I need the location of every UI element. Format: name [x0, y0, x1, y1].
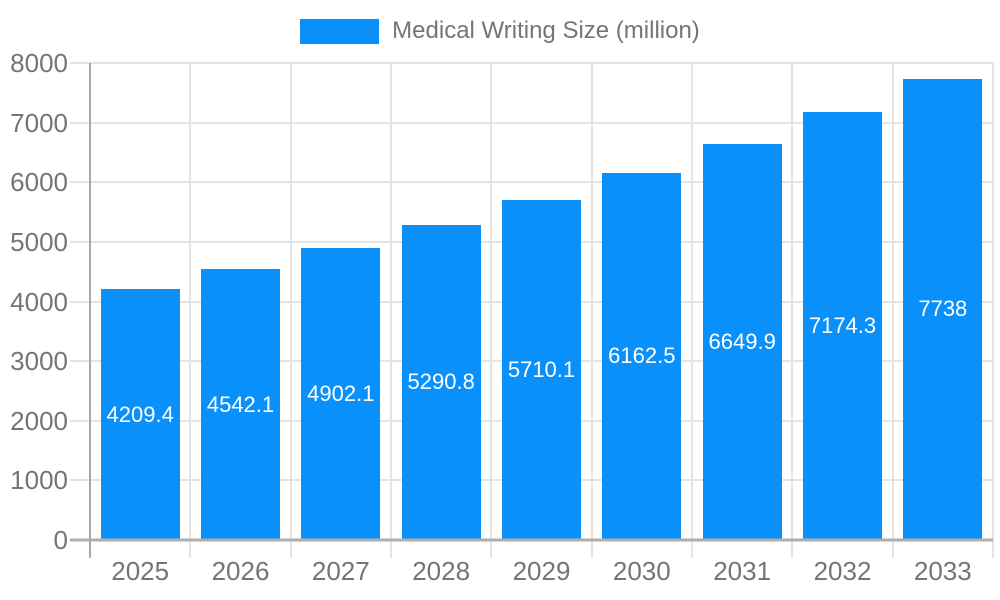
h-gridline [70, 181, 993, 184]
bar-2031[interactable]: 6649.9 [702, 143, 782, 540]
bar-value-label: 7174.3 [808, 313, 877, 339]
y-axis-labels: 0 1000 2000 3000 4000 5000 6000 7000 8000 [0, 50, 68, 553]
bar-value-label: 4542.1 [206, 391, 275, 417]
bar-2033[interactable]: 7738 [903, 78, 983, 540]
bar-value-label: 4209.4 [106, 401, 174, 427]
y-tick-label: 3000 [10, 346, 68, 377]
x-tick-label: 2032 [813, 556, 872, 586]
bar-2032[interactable]: 7174.3 [803, 112, 882, 540]
v-gridline [389, 63, 392, 558]
x-tick-label: 2033 [913, 556, 972, 586]
h-gridline [70, 62, 993, 64]
bar-2025[interactable]: 4209.4 [100, 289, 180, 540]
y-tick-label: 5000 [10, 226, 68, 257]
plot-area: 4209.4 4542.1 4902.1 5290.8 5710.1 6162.5 6649… [70, 62, 994, 558]
v-gridline [289, 63, 292, 558]
v-gridline [590, 63, 593, 558]
bar-2029[interactable]: 5710.1 [502, 199, 581, 540]
v-gridline [189, 63, 192, 558]
bar-value-label: 6162.5 [608, 343, 676, 369]
bar-2026[interactable]: 4542.1 [201, 269, 280, 540]
v-gridline [791, 63, 794, 558]
x-tick-label: 2027 [311, 556, 370, 586]
y-axis-line [89, 63, 91, 558]
y-tick-label: 0 [53, 525, 68, 555]
v-gridline [490, 63, 493, 558]
y-tick-label: 4000 [10, 286, 68, 317]
y-tick-label: 1000 [10, 465, 68, 496]
bar-value-label: 5290.8 [407, 369, 475, 395]
y-tick-label: 2000 [10, 405, 68, 436]
bar-value-label: 6649.9 [708, 328, 776, 354]
v-gridline [992, 63, 994, 558]
v-gridline [891, 63, 894, 558]
legend-swatch [300, 18, 380, 44]
y-tick-label: 7000 [10, 107, 68, 138]
y-tick-label: 8000 [10, 48, 68, 78]
bar-value-label: 5710.1 [507, 356, 576, 382]
x-tick-label: 2031 [713, 556, 772, 586]
bar-value-label: 4902.1 [307, 380, 375, 406]
x-tick-label: 2030 [612, 556, 671, 586]
bar-value-label: 7738 [918, 296, 968, 322]
y-tick-label: 6000 [10, 167, 68, 198]
bar-2030[interactable]: 6162.5 [602, 172, 682, 540]
x-axis-baseline [70, 538, 993, 542]
legend[interactable]: Medical Writing Size (million) [0, 17, 1000, 45]
legend-label: Medical Writing Size (million) [392, 17, 700, 44]
x-tick-label: 2025 [111, 556, 170, 586]
bar-2028[interactable]: 5290.8 [401, 224, 481, 540]
x-tick-label: 2028 [412, 556, 471, 586]
h-gridline [70, 121, 993, 124]
x-tick-label: 2026 [211, 556, 270, 586]
x-tick-label: 2029 [512, 556, 571, 586]
v-gridline [690, 63, 693, 558]
x-axis-labels: 2025 2026 2027 2028 2029 2030 2031 2032 2033 [90, 557, 993, 591]
bar-2027[interactable]: 4902.1 [301, 247, 381, 540]
